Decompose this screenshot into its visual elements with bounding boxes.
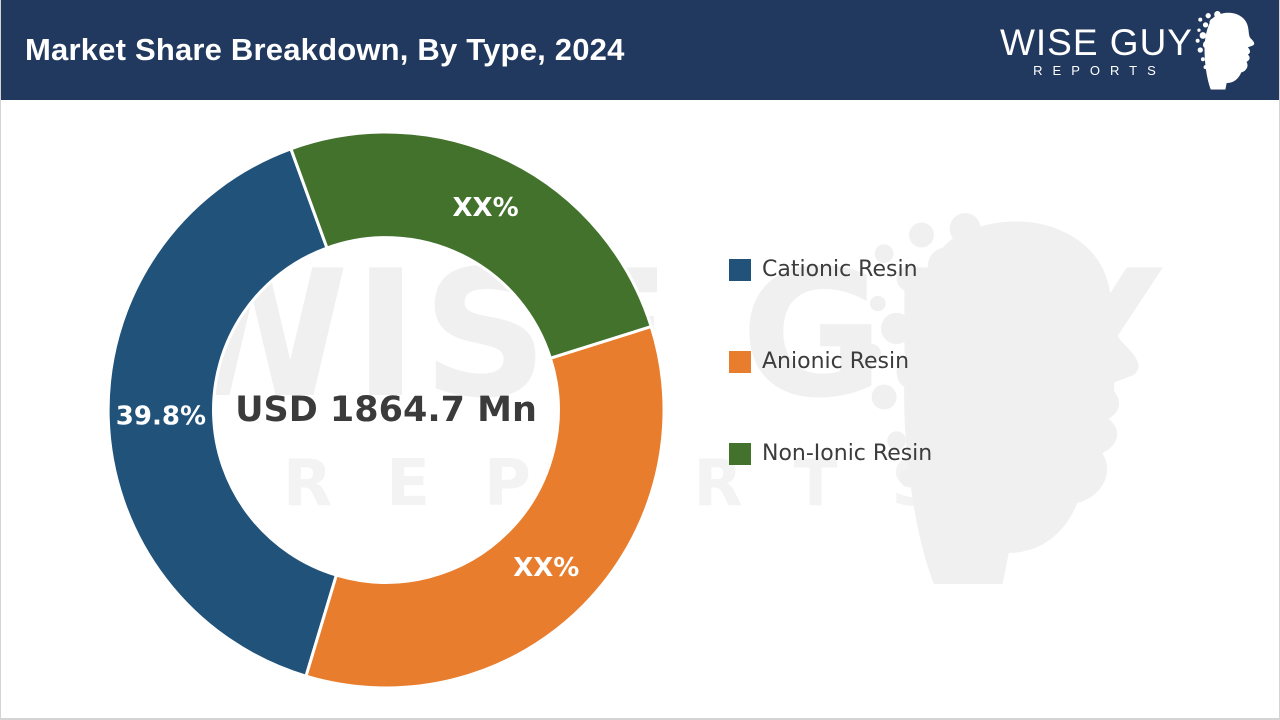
donut-chart: 39.8% XX% XX% [106, 130, 666, 690]
legend-label: Cationic Resin [762, 257, 918, 282]
logo-wordmark: WISE GUY [999, 21, 1193, 63]
slice-label: 39.8% [116, 401, 206, 431]
logo-text: WISE GUY REPORTS [1000, 24, 1193, 77]
slice-non-ionic-resin [289, 130, 653, 360]
slice-anionic-resin [304, 325, 666, 690]
legend-swatch-anionic-resin [729, 351, 751, 374]
legend-label: Anionic Resin [762, 349, 910, 375]
chart-area: WISE GUY REPORTS 39.8%XX%XX% USD 1864.7 … [1, 100, 1279, 718]
chart-legend: Cationic Resin Anionic Resin Non-Ionic R… [729, 257, 932, 467]
legend-swatch-cationic-resin [729, 259, 751, 282]
slice-label: XX% [453, 193, 519, 223]
chart-center-value: USD 1864.7 Mn [235, 390, 537, 430]
legend-item-non-ionic-resin: Non-Ionic Resin [729, 442, 932, 466]
page-title: Market Share Breakdown, By Type, 2024 [25, 32, 625, 67]
slice-label: XX% [513, 553, 579, 583]
legend-item-cationic-resin: Cationic Resin [729, 257, 932, 282]
logo-subtitle: REPORTS [1033, 62, 1166, 78]
wiseguy-face-icon [1195, 10, 1261, 90]
slice-cationic-resin [106, 147, 338, 678]
legend-label: Non-Ionic Resin [762, 441, 933, 467]
header-bar: Market Share Breakdown, By Type, 2024 WI… [1, 0, 1279, 100]
legend-item-anionic-resin: Anionic Resin [729, 349, 932, 375]
legend-swatch-non-ionic-resin [729, 443, 751, 466]
wiseguy-logo: WISE GUY REPORTS [1000, 10, 1261, 90]
